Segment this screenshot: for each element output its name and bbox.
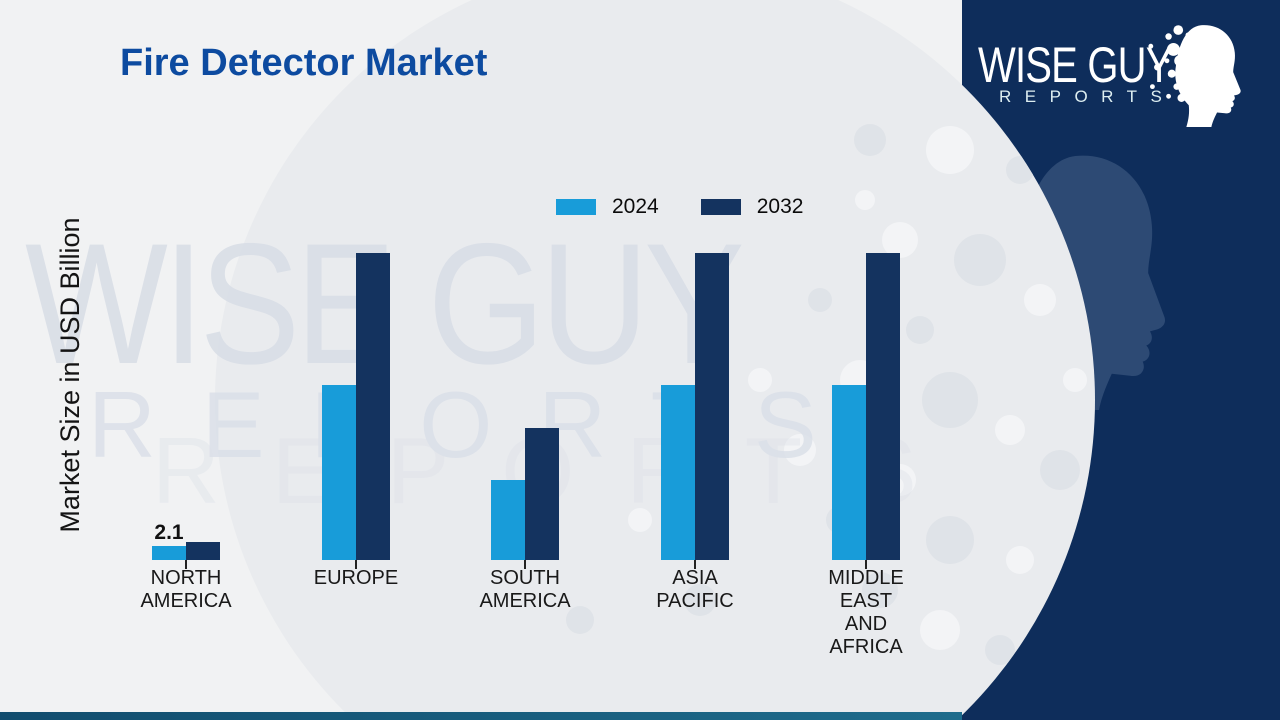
legend-label-2032: 2032 bbox=[756, 195, 804, 218]
bar-2024-south-america bbox=[491, 480, 525, 560]
legend-item-2024: 2024 bbox=[556, 196, 659, 218]
category-label-north-america: NORTH AMERICA bbox=[140, 567, 232, 612]
decorative-dot bbox=[1006, 546, 1034, 574]
decorative-dot bbox=[1063, 368, 1087, 392]
category-label-south-america: SOUTH AMERICA bbox=[479, 567, 571, 612]
decorative-dot bbox=[1024, 284, 1056, 316]
bar-2032-middle-east-and-africa bbox=[866, 253, 900, 560]
axis-tick bbox=[694, 560, 696, 569]
decorative-dot bbox=[684, 584, 716, 616]
bar-2024-north-america bbox=[152, 546, 186, 560]
category-label-middle-east-and-africa: MIDDLE EAST AND AFRICA bbox=[828, 567, 904, 658]
decorative-dot bbox=[985, 635, 1015, 665]
bar-value-label: 2.1 bbox=[154, 521, 184, 544]
legend-swatch-2032 bbox=[700, 199, 741, 215]
brand-logo-name: WISE GUY bbox=[978, 37, 1172, 93]
decorative-dot bbox=[920, 610, 960, 650]
decorative-dot bbox=[922, 372, 978, 428]
decorative-dot bbox=[926, 126, 974, 174]
bar-2032-north-america bbox=[186, 542, 220, 560]
legend-item-2032: 2032 bbox=[700, 195, 804, 218]
decorative-dot bbox=[748, 368, 772, 392]
decorative-dot bbox=[995, 415, 1025, 445]
bar-2024-europe bbox=[322, 385, 356, 560]
decorative-dot bbox=[954, 234, 1006, 286]
bar-2032-south-america bbox=[525, 428, 559, 560]
bar-2032-asia-pacific bbox=[695, 253, 729, 560]
decorative-dot bbox=[808, 288, 832, 312]
decorative-dot bbox=[566, 606, 594, 634]
decorative-dot bbox=[906, 316, 934, 344]
decorative-dot bbox=[784, 434, 816, 466]
bar-2032-europe bbox=[356, 253, 390, 560]
axis-tick bbox=[524, 560, 526, 569]
decorative-dot bbox=[1040, 450, 1080, 490]
chart-title: Fire Detector Market bbox=[120, 42, 488, 84]
decorative-dot bbox=[882, 222, 918, 258]
brand-logo-face-icon bbox=[1148, 25, 1241, 127]
decorative-dot bbox=[854, 124, 886, 156]
legend-label-2024: 2024 bbox=[612, 195, 659, 218]
decorative-dot bbox=[855, 190, 875, 210]
bar-2024-middle-east-and-africa bbox=[832, 385, 866, 560]
decorative-dot bbox=[628, 508, 652, 532]
decorative-dot bbox=[862, 572, 898, 608]
decorative-dot bbox=[1058, 198, 1082, 222]
axis-tick bbox=[865, 560, 867, 569]
brand-logo-subtitle: REPORTS bbox=[999, 87, 1176, 106]
legend-swatch-2024 bbox=[556, 199, 596, 215]
chart-legend: 2024 2032 bbox=[556, 196, 803, 218]
bottom-accent-strip bbox=[0, 712, 962, 720]
category-label-asia-pacific: ASIA PACIFIC bbox=[656, 567, 734, 612]
category-label-europe: EUROPE bbox=[313, 567, 399, 589]
axis-tick bbox=[355, 560, 357, 569]
plot-area: NORTH AMERICA EUROPE SOUTH AMERICA ASIA PACIFI… bbox=[140, 253, 904, 658]
decorative-dot bbox=[926, 516, 974, 564]
bar-2024-asia-pacific bbox=[661, 385, 695, 560]
decorative-dot bbox=[1006, 156, 1034, 184]
axis-tick bbox=[185, 560, 187, 569]
